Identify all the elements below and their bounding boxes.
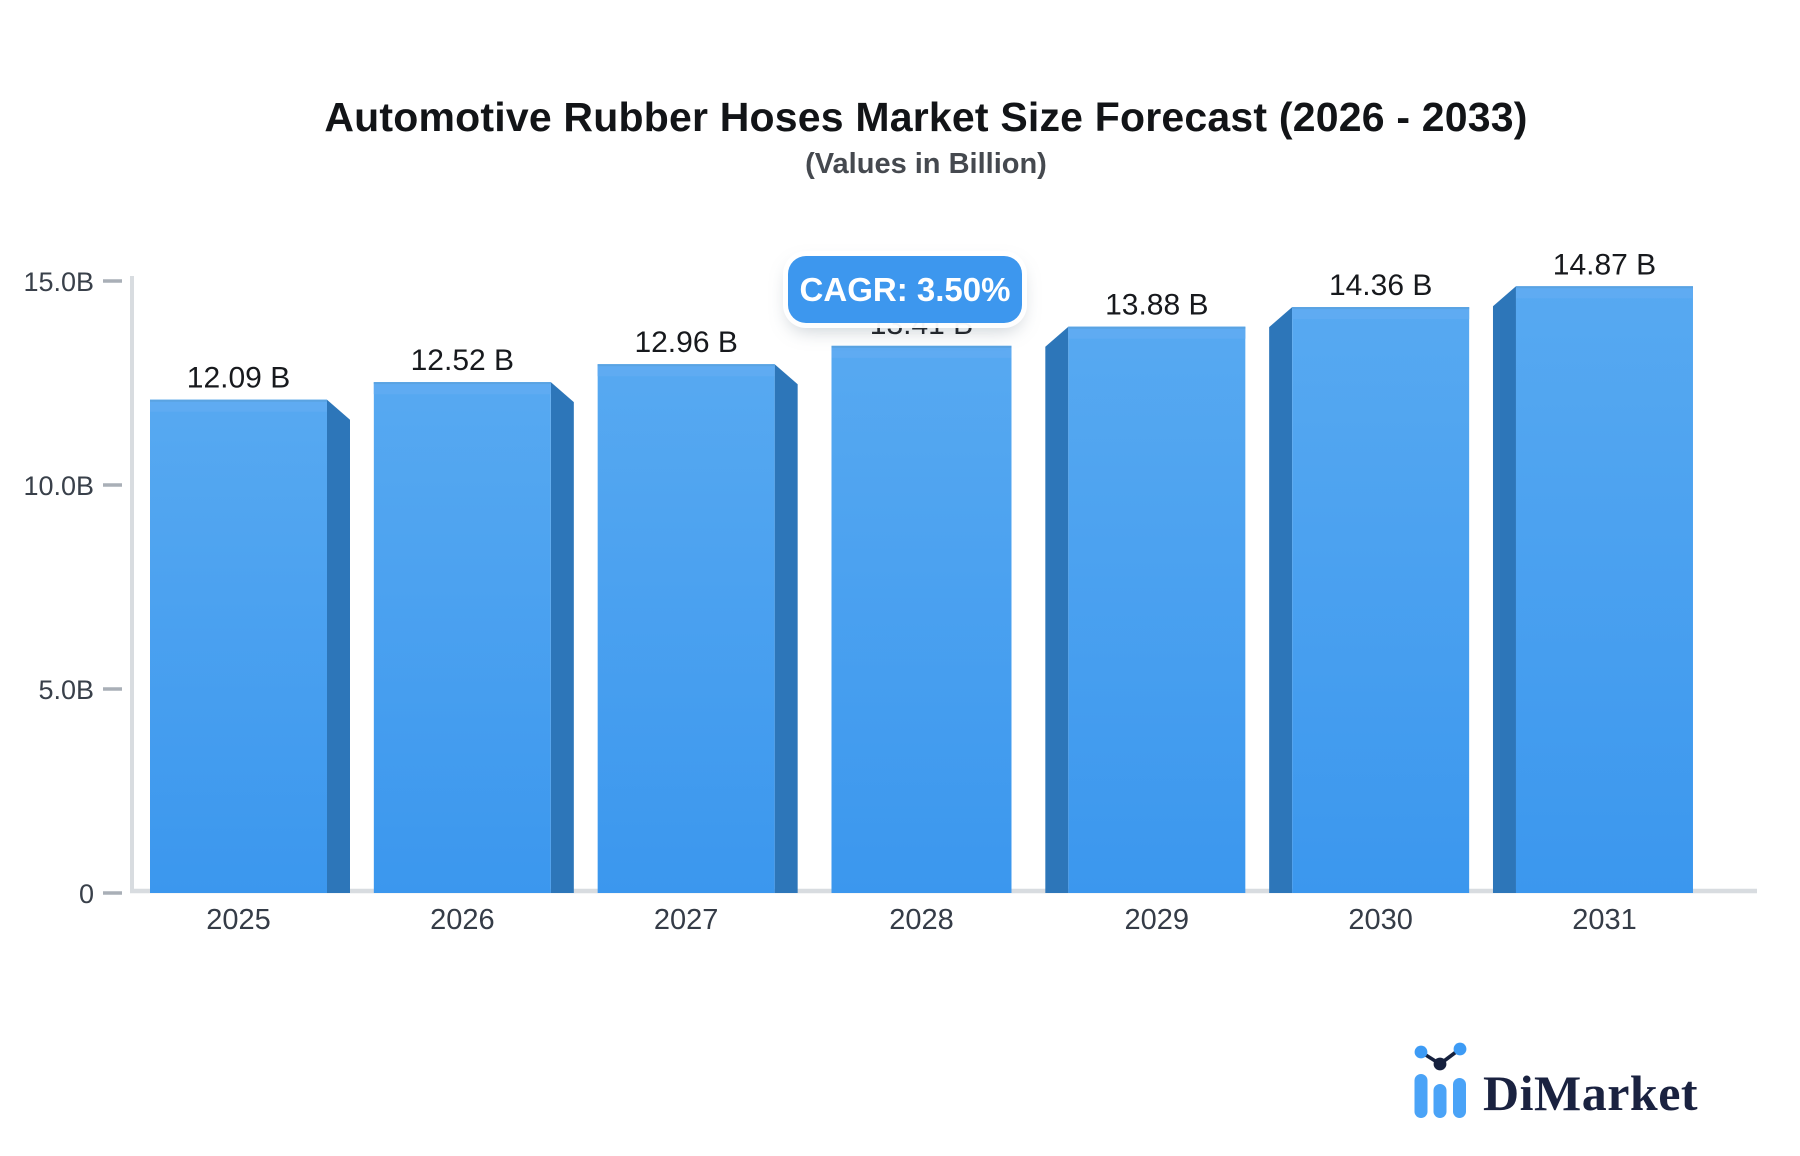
brand-logo: DiMarket: [1413, 1042, 1698, 1118]
chart-title: Automotive Rubber Hoses Market Size Fore…: [324, 94, 1528, 140]
bar-top-face: [150, 399, 327, 412]
bar-body: [831, 345, 1012, 893]
logo-text: DiMarket: [1483, 1065, 1699, 1121]
bar-top-face: [1515, 286, 1693, 299]
bar-2027: [597, 364, 798, 893]
bar-2026: [373, 382, 574, 893]
bar-body: [373, 382, 551, 893]
x-tick-label-2025: 2025: [206, 904, 271, 936]
x-tick-label-2029: 2029: [1125, 904, 1190, 936]
cagr-badge: CAGR: 3.50%: [788, 256, 1022, 323]
value-label-2031: 14.87 B: [1553, 248, 1656, 281]
bar-body: [1515, 286, 1693, 894]
value-label-2027: 12.96 B: [634, 326, 737, 359]
y-tick-label: 10.0B: [23, 471, 94, 501]
bar-2025: [150, 399, 350, 893]
chart-subtitle: (Values in Billion): [805, 148, 1047, 180]
y-tick-label: 5.0B: [38, 675, 94, 705]
bar-2028: [831, 345, 1012, 893]
bar-top-face: [373, 382, 551, 395]
bar-body: [1292, 307, 1470, 893]
x-tick-label-2026: 2026: [430, 904, 495, 936]
x-tick-label-2028: 2028: [889, 904, 954, 936]
bar-2030: [1269, 307, 1470, 893]
bar-top-face: [1068, 326, 1246, 339]
value-label-2030: 14.36 B: [1329, 269, 1432, 302]
bar-2029: [1045, 326, 1246, 893]
bar-top-face: [1292, 307, 1470, 320]
bar-side-face: [550, 382, 574, 893]
bar-side-face: [1269, 307, 1293, 893]
bar-body: [597, 364, 775, 893]
x-tick-label-2030: 2030: [1348, 904, 1413, 936]
value-label-2025: 12.09 B: [187, 362, 290, 395]
bar-body: [1068, 326, 1246, 893]
bar-side-face: [327, 399, 350, 893]
x-tick-label-2031: 2031: [1572, 904, 1637, 936]
x-tick-label-2027: 2027: [654, 904, 719, 936]
y-tick-label: 15.0B: [23, 267, 94, 297]
bar-side-face: [1045, 326, 1069, 893]
value-label-2029: 13.88 B: [1105, 289, 1208, 322]
bar-top-face: [597, 364, 775, 377]
bar-top-face: [831, 345, 1012, 358]
bar-side-face: [774, 364, 798, 893]
bar-side-face: [1492, 286, 1516, 894]
mini-bar-line-chart-icon: [1414, 1042, 1467, 1118]
bar-body: [150, 399, 327, 893]
value-label-2026: 12.52 B: [411, 344, 514, 377]
bar-2031: [1492, 286, 1693, 894]
y-tick-label: 0: [79, 879, 94, 909]
